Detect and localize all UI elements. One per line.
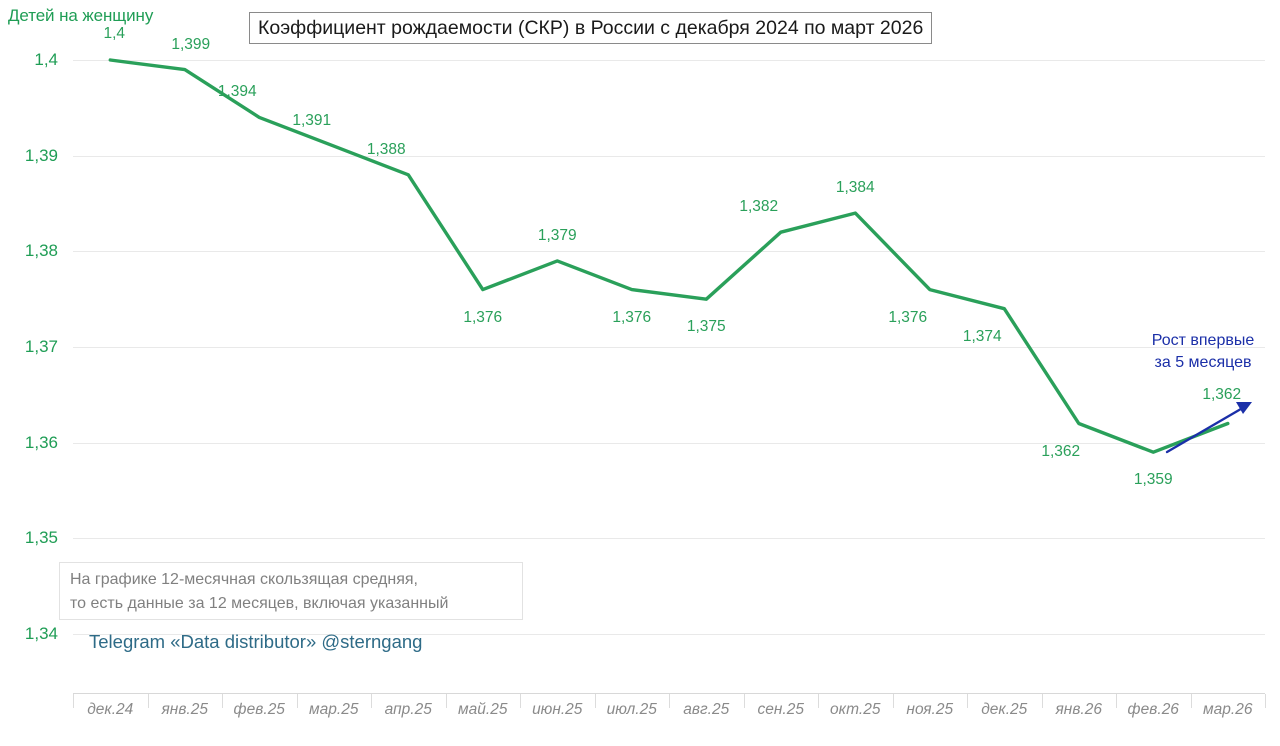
x-axis-tick [1190,694,1192,708]
data-point-label: 1,376 [463,308,503,326]
footnote-line-1: На графике 12-месячная скользящая средня… [70,571,418,588]
y-axis-tick-label: 1,34 [24,624,58,643]
x-axis-line [73,693,1265,694]
growth-annotation-line-1: Рост впервые [1151,332,1255,349]
x-axis-tick [1265,694,1266,708]
x-axis-tick-label: дек.24 [87,701,134,718]
footnote-line-2: то есть данные за 12 месяцев, включая ук… [70,595,449,612]
data-point-label: 1,374 [962,327,1002,345]
x-axis-tick-label: фев.26 [1127,701,1179,718]
x-axis-tick-label: авг.25 [683,701,730,718]
gridline [73,347,1265,348]
data-point-label: 1,4 [103,25,126,42]
x-axis-tick-label: июн.25 [532,701,583,718]
data-point-label: 1,399 [171,35,211,53]
gridline [73,442,1265,444]
y-axis-tick-label: 1,36 [24,432,58,452]
x-axis-tick [967,694,968,708]
gridline [73,60,1265,61]
data-point-label: 1,391 [292,112,332,130]
data-point-label: 1,384 [835,179,875,197]
x-axis-tick [222,694,223,708]
x-axis-tick [147,694,149,708]
x-axis-tick [520,694,521,708]
x-axis-tick [892,694,894,708]
x-axis-tick-label: мар.25 [309,701,359,718]
gridline [73,634,1265,635]
x-axis-tick [594,694,596,708]
telegram-credit: Telegram «Data distributor» @sterngang [89,631,423,652]
data-point-label: 1,362 [1041,442,1081,460]
x-axis-tick [743,694,745,708]
y-axis-tick-label: 1,39 [24,145,58,165]
data-point-label: 1,388 [366,140,406,158]
data-point-label: 1,379 [537,226,577,244]
x-axis-tick [296,694,298,708]
gridline [73,155,1265,157]
data-point-label: 1,359 [1133,471,1173,489]
x-axis-tick-label: дек.25 [981,701,1028,718]
x-axis-tick-label: мар.26 [1203,701,1253,718]
x-axis-tick-label: сен.25 [757,701,804,718]
data-point-label: 1,394 [217,83,257,101]
growth-annotation-line-2: за 5 месяцев [1154,354,1252,371]
gridline [73,538,1265,540]
x-axis-tick-label: апр.25 [384,701,432,718]
data-point-label: 1,362 [1202,385,1242,403]
data-point-label: 1,375 [686,318,726,336]
x-axis-tick-label: окт.25 [830,701,881,718]
x-axis-tick-label: янв.25 [161,701,208,718]
y-axis-tick-label: 1,35 [24,528,58,548]
x-axis-tick [818,694,819,708]
x-axis-tick-label: фев.25 [233,701,285,718]
x-axis-tick-label: янв.26 [1055,701,1102,718]
footnote-box: На графике 12-месячная скользящая средня… [59,562,523,620]
gridline [73,251,1265,253]
chart-title: Коэффициент рождаемости (СКР) в России с… [249,12,933,44]
x-axis-tick [73,694,74,708]
x-axis-tick [1116,694,1117,708]
y-axis-title: Детей на женщину [8,6,154,25]
x-axis-tick [669,694,670,708]
x-axis-tick [445,694,447,708]
x-axis-tick-label: ноя.25 [906,701,954,718]
data-point-label: 1,376 [888,308,928,326]
data-point-label: 1,376 [612,308,652,326]
y-axis-tick-label: 1,38 [24,241,58,261]
x-axis-tick-label: май.25 [458,701,508,718]
y-axis-tick-label: 1,4 [34,50,58,69]
x-axis-tick [1041,694,1043,708]
x-axis-tick-label: июл.25 [606,701,657,718]
growth-annotation: Рост впервые за 5 месяцев [1128,330,1278,374]
data-point-label: 1,382 [739,198,779,216]
y-axis-tick-label: 1,37 [24,337,58,356]
x-axis-tick [371,694,372,708]
